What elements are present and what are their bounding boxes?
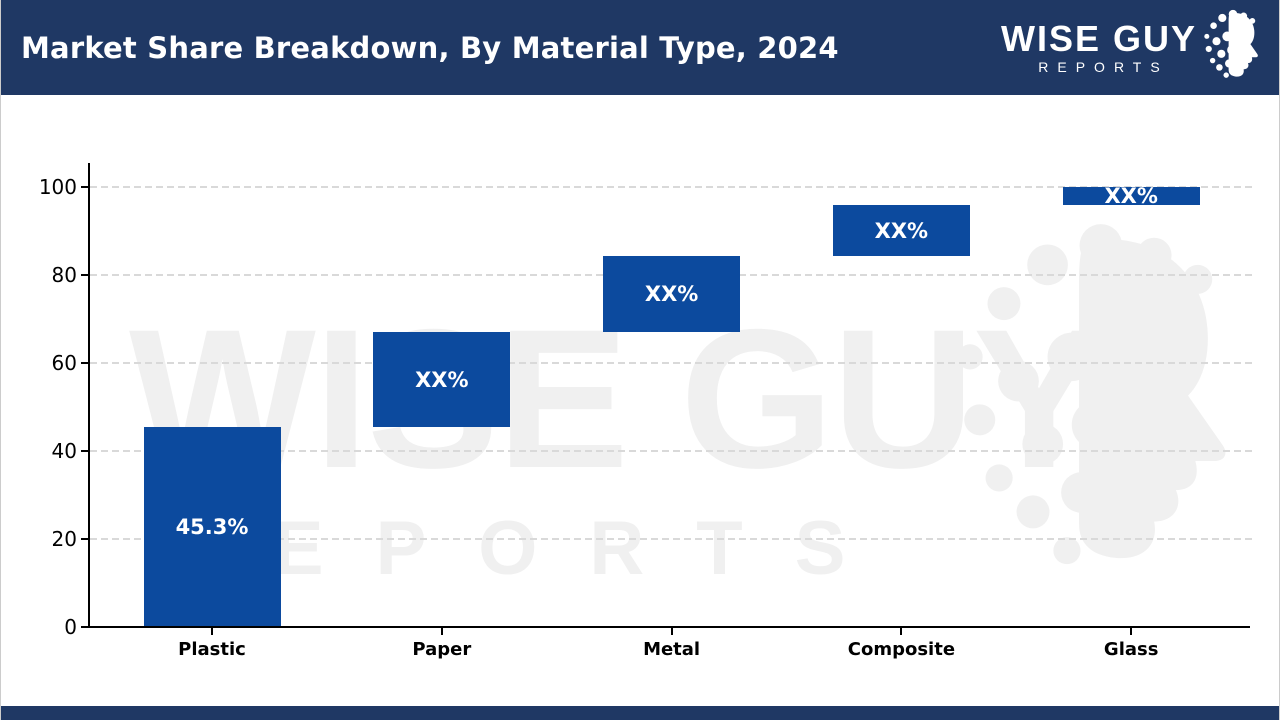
gridline-y-20: [90, 537, 1253, 540]
y-tick-mark: [81, 273, 89, 276]
x-tick-mark: [440, 628, 443, 635]
y-tick-mark: [81, 537, 89, 540]
bar-value-label-glass: XX% XX%: [1104, 183, 1158, 208]
bar-glass: [1062, 186, 1200, 206]
gridline-y-40: [90, 449, 1253, 452]
x-tick-label-paper: Paper: [412, 639, 472, 660]
bar-paper: [373, 332, 511, 428]
bar-value-label-metal: XX%: [644, 282, 699, 307]
x-tick-label-metal: Metal: [643, 639, 701, 660]
x-tick-mark: [900, 628, 903, 635]
y-tick-label-40: 40: [51, 438, 77, 463]
y-tick-label-100: 100: [38, 174, 77, 199]
y-tick-label-60: 60: [51, 350, 77, 375]
y-tick-mark: [81, 185, 89, 188]
page-title: Market Share Breakdown, By Material Type…: [21, 30, 839, 65]
y-axis-line: [88, 163, 90, 628]
bar-metal: [603, 256, 741, 333]
gridline-y-60: [90, 361, 1253, 364]
footer-bar: [1, 706, 1279, 720]
bar-plastic: [143, 427, 281, 627]
logo-wiseguy-text: WISE GUY: [1000, 17, 1197, 59]
y-tick-label-80: 80: [51, 262, 77, 287]
logo-head-icon: [1204, 9, 1258, 78]
x-axis-line: [88, 626, 1250, 628]
gridline-y-100: [90, 185, 1253, 188]
y-tick-mark: [81, 449, 89, 452]
x-tick-mark: [670, 628, 673, 635]
x-tick-label-composite: Composite: [847, 639, 956, 660]
bar-value-label-paper: XX%: [415, 367, 469, 392]
bar-value-label-composite: XX%: [874, 218, 929, 243]
bar-composite: [832, 205, 970, 257]
y-tick-mark: [81, 361, 89, 364]
header-bar: Market Share Breakdown, By Material Type…: [1, 0, 1279, 95]
y-tick-mark: [81, 625, 89, 628]
y-tick-label-20: 20: [51, 526, 77, 551]
x-tick-label-plastic: Plastic: [178, 639, 246, 660]
logo-reports-text: REPORTS: [1038, 58, 1169, 75]
wise-guy-logo: WISE GUY REPORTS: [1001, 9, 1263, 87]
y-tick-label-0: 0: [64, 614, 77, 639]
x-tick-mark: [211, 628, 213, 635]
bar-value-label-plastic: 45.3%: [175, 514, 249, 539]
x-tick-mark: [1130, 628, 1133, 635]
x-tick-label-glass: Glass: [1103, 639, 1159, 660]
